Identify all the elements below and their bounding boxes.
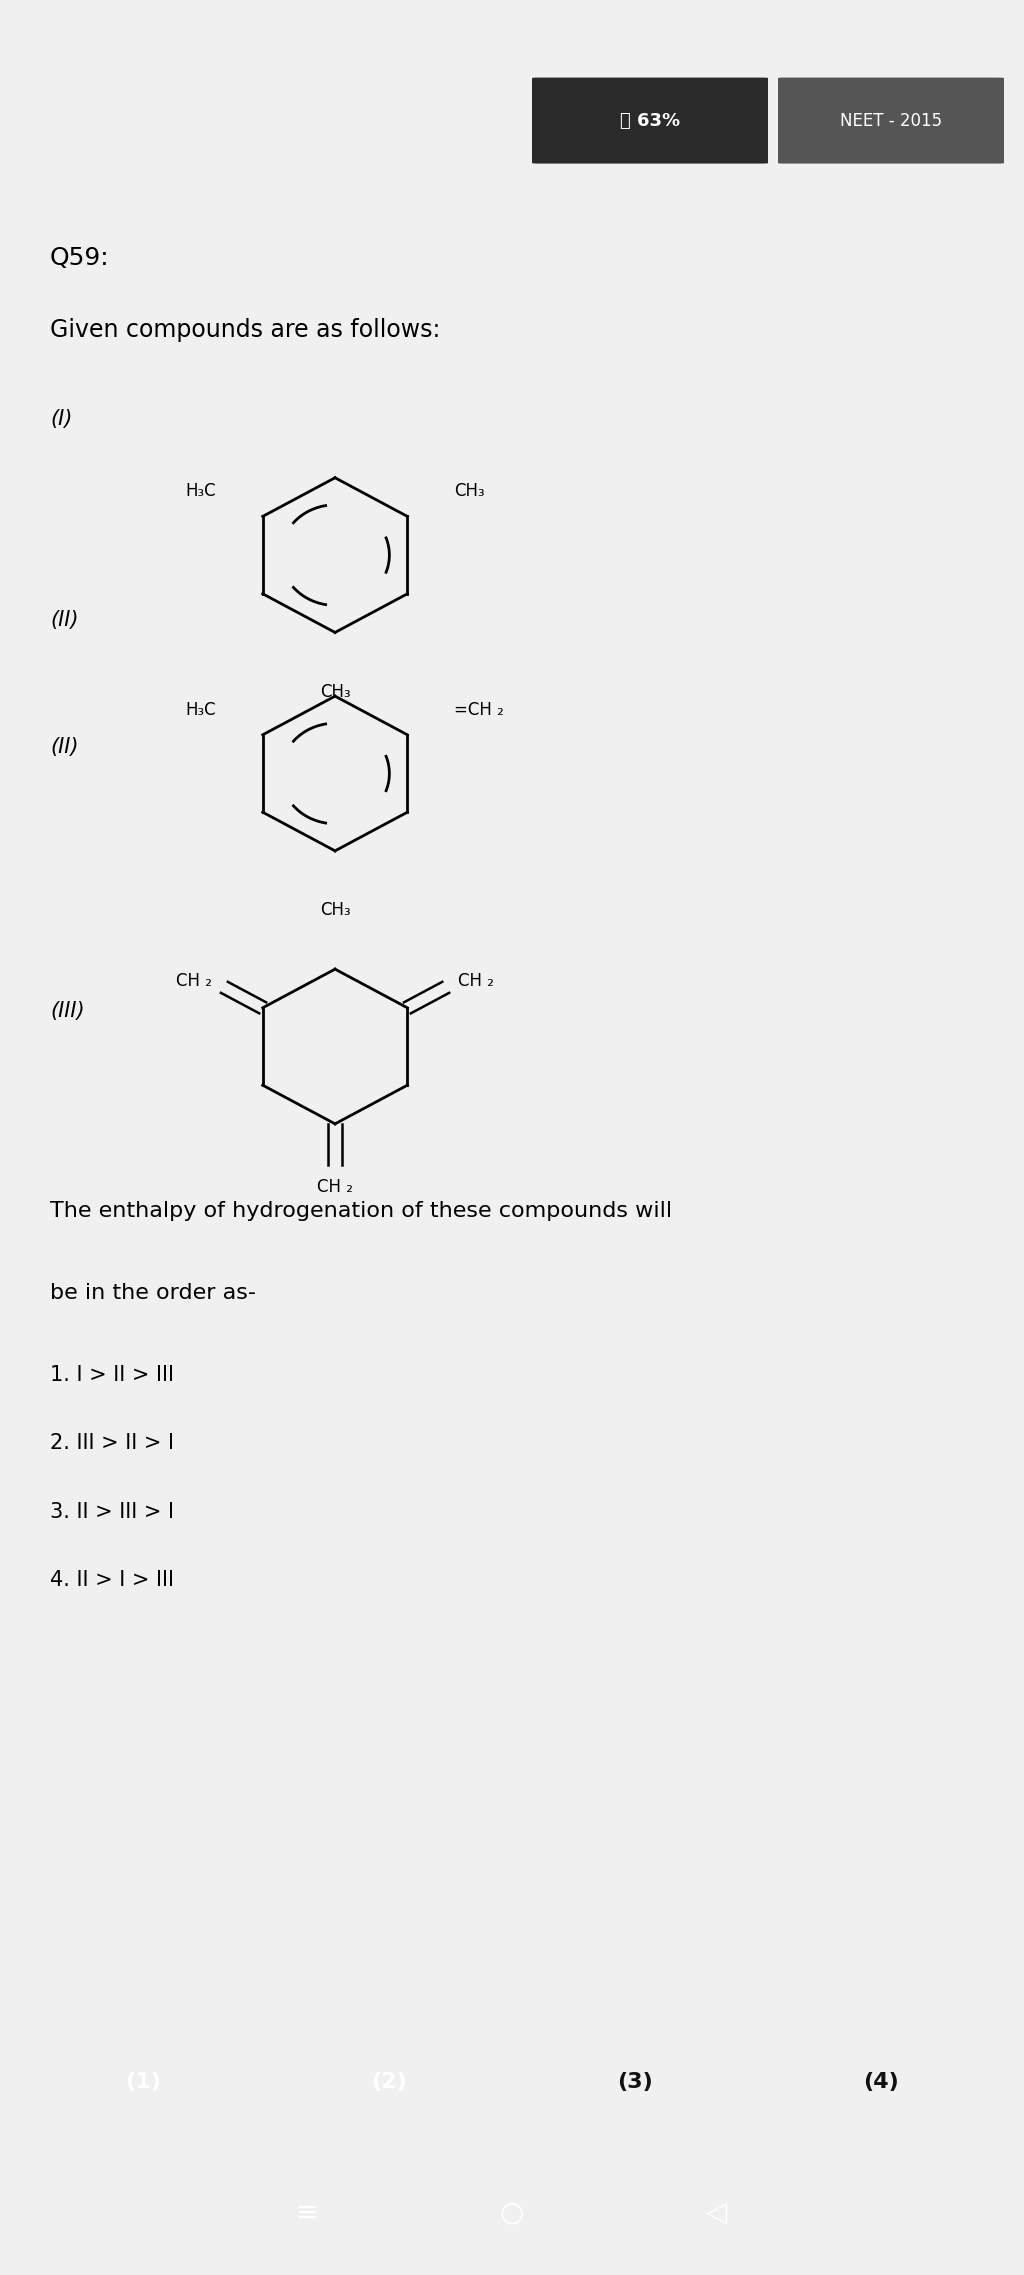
- Text: H₃C: H₃C: [185, 701, 216, 719]
- Text: 3. II > III > I: 3. II > III > I: [50, 1502, 174, 1522]
- Text: NEET - 2015: NEET - 2015: [840, 111, 942, 130]
- FancyBboxPatch shape: [525, 77, 775, 164]
- Text: H₃C: H₃C: [185, 482, 216, 500]
- Text: 4. II > I > III: 4. II > I > III: [50, 1570, 174, 1590]
- Text: CH ₂: CH ₂: [459, 971, 495, 990]
- Text: ○: ○: [500, 2198, 524, 2227]
- Text: CH₃: CH₃: [455, 482, 485, 500]
- Text: (1): (1): [125, 2073, 162, 2091]
- Text: CH ₂: CH ₂: [317, 1178, 353, 1197]
- Text: CH₃: CH₃: [319, 682, 350, 701]
- Text: (II): (II): [50, 737, 79, 758]
- Text: be in the order as-: be in the order as-: [50, 1283, 256, 1304]
- Text: =CH ₂: =CH ₂: [455, 701, 504, 719]
- Text: CH₃: CH₃: [319, 901, 350, 919]
- Text: 2. III > II > I: 2. III > II > I: [50, 1433, 174, 1454]
- Text: 1. I > II > III: 1. I > II > III: [50, 1365, 174, 1385]
- Text: CH ₂: CH ₂: [175, 971, 212, 990]
- Text: (3): (3): [617, 2073, 652, 2091]
- Text: The enthalpy of hydrogenation of these compounds will: The enthalpy of hydrogenation of these c…: [50, 1201, 672, 1222]
- Text: ◁: ◁: [707, 2198, 727, 2227]
- Text: (4): (4): [863, 2073, 898, 2091]
- Text: 👍 63%: 👍 63%: [621, 111, 680, 130]
- Text: (III): (III): [50, 1001, 85, 1021]
- Text: (II): (II): [50, 610, 79, 630]
- FancyBboxPatch shape: [771, 77, 1011, 164]
- Text: ≡: ≡: [296, 2198, 318, 2227]
- Text: Given compounds are as follows:: Given compounds are as follows:: [50, 319, 440, 344]
- Text: (I): (I): [50, 410, 73, 430]
- Text: (2): (2): [372, 2073, 407, 2091]
- Text: Q59:: Q59:: [50, 246, 110, 271]
